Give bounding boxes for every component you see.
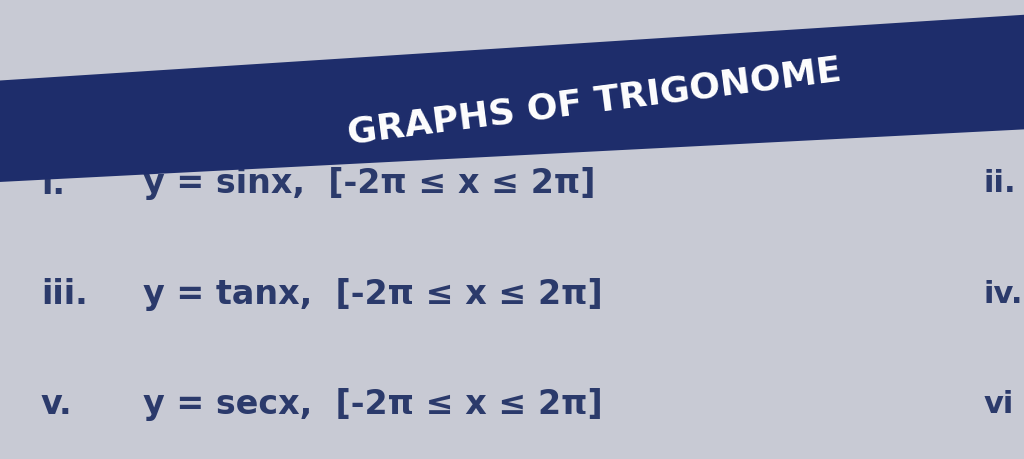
- Text: ii.: ii.: [983, 169, 1016, 198]
- Text: y = tanx,  [-2π ≤ x ≤ 2π]: y = tanx, [-2π ≤ x ≤ 2π]: [143, 277, 603, 310]
- Text: v.: v.: [41, 387, 73, 420]
- Text: GRAPHS OF TRIGONOME: GRAPHS OF TRIGONOME: [345, 54, 843, 151]
- Text: y = secx,  [-2π ≤ x ≤ 2π]: y = secx, [-2π ≤ x ≤ 2π]: [143, 387, 603, 420]
- Polygon shape: [0, 14, 1024, 184]
- Text: iv.: iv.: [983, 279, 1023, 308]
- Text: iii.: iii.: [41, 277, 88, 310]
- Text: vi: vi: [983, 389, 1014, 419]
- Text: i.: i.: [41, 167, 65, 200]
- Text: y = sinx,  [-2π ≤ x ≤ 2π]: y = sinx, [-2π ≤ x ≤ 2π]: [143, 167, 596, 200]
